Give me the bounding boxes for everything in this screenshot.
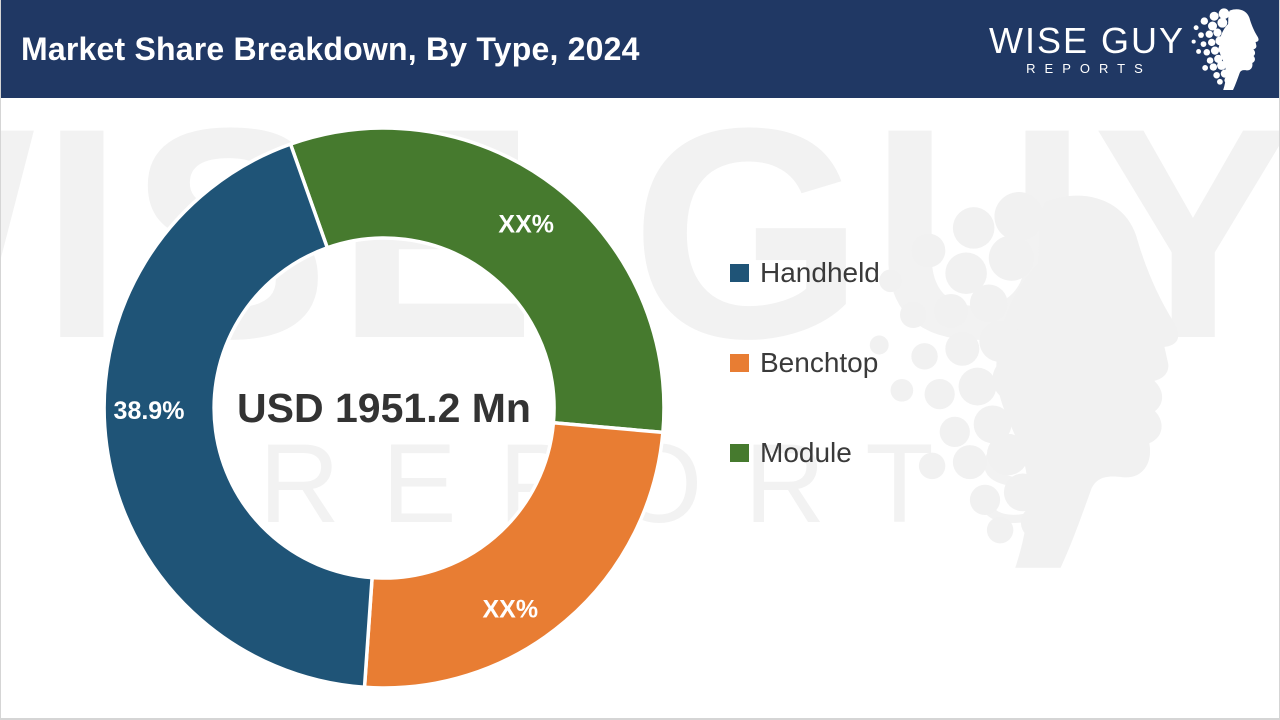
page-title: Market Share Breakdown, By Type, 2024: [21, 30, 640, 67]
center-value-label: USD 1951.2 Mn: [237, 385, 531, 431]
slice-value-label-benchtop: XX%: [483, 596, 539, 624]
pie-slice-module: [288, 126, 666, 435]
logo-wordmark: WISE GUY REPORTS: [988, 20, 1185, 76]
chart-area: WISE GUY REPORTS USD 1951.2 Mn 38.9%XX%X…: [1, 98, 1279, 718]
logo-wordmark-line1: WISE GUY: [988, 20, 1185, 61]
legend-item-module: Module: [730, 436, 880, 470]
logo-wordmark-line2: REPORTS: [1026, 61, 1152, 76]
chart-legend: Handheld Benchtop Module: [730, 256, 880, 526]
legend-item-benchtop: Benchtop: [730, 346, 880, 380]
legend-swatch-benchtop: [730, 354, 749, 372]
legend-item-handheld: Handheld: [730, 256, 880, 290]
wise-guy-reports-logo: WISE GUY REPORTS: [989, 8, 1261, 90]
pie-slice-handheld: [102, 142, 374, 690]
legend-swatch-handheld: [730, 264, 749, 282]
legend-label-benchtop: Benchtop: [760, 347, 879, 378]
donut-chart: USD 1951.2 Mn 38.9% XX% XX%: [102, 126, 666, 690]
legend-label-module: Module: [760, 437, 852, 468]
header-bar: Market Share Breakdown, By Type, 2024 WI…: [1, 0, 1279, 98]
slice-value-label-handheld: 38.9%: [114, 397, 185, 425]
slice-value-label-module: XX%: [498, 210, 554, 238]
legend-label-handheld: Handheld: [760, 257, 880, 288]
pie-slice-benchtop: [362, 421, 665, 690]
legend-swatch-module: [730, 444, 749, 462]
face-logo-icon: [1187, 8, 1261, 90]
